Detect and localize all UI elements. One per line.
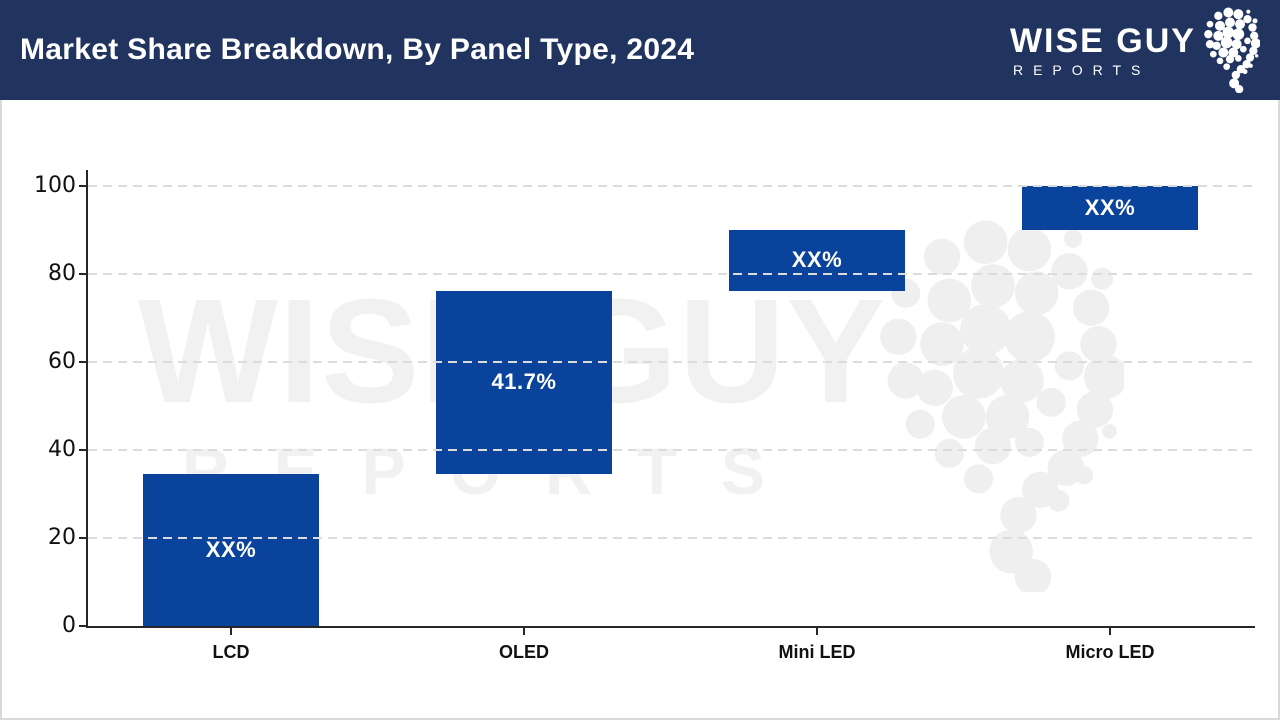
gridline-20 <box>88 537 1253 539</box>
y-tick-label-60: 60 <box>48 349 76 374</box>
x-tick-4 <box>1109 628 1111 635</box>
brand-wordmark: WISE GUY REPORTS <box>1010 24 1196 77</box>
x-tick-1 <box>230 628 232 635</box>
bar-value-label-2: 41.7% <box>491 369 557 395</box>
y-tick-100 <box>79 185 86 187</box>
x-label-micro-led: Micro LED <box>1065 642 1155 662</box>
bar-value-label-4: XX% <box>1084 195 1136 220</box>
brand-logo: WISE GUY REPORTS <box>1010 7 1260 93</box>
y-tick-label-40: 40 <box>48 437 76 462</box>
brand-name-text: WISE GUY <box>1009 21 1196 60</box>
gridline-100 <box>88 185 1253 187</box>
y-tick-label-0: 0 <box>62 613 76 638</box>
y-tick-80 <box>79 273 86 275</box>
y-tick-60 <box>79 361 86 363</box>
y-tick-20 <box>79 537 86 539</box>
y-tick-label-80: 80 <box>48 261 76 286</box>
y-axis-line <box>86 170 88 628</box>
header-bar: Market Share Breakdown, By Panel Type, 2… <box>0 0 1280 100</box>
brand-tagline-text: REPORTS <box>1012 61 1151 78</box>
gridline-80 <box>88 273 1253 275</box>
bar-value-label-3: XX% <box>791 247 843 273</box>
y-tick-0 <box>79 625 86 627</box>
wiseguy-head-icon <box>1204 7 1260 93</box>
x-label-mini-led: Mini LED <box>778 642 856 662</box>
x-label-lcd: LCD <box>212 642 250 662</box>
x-label-oled: OLED <box>498 642 549 662</box>
chart-area: WISE GUY REPORTS 020406080100LCDOLEDMini… <box>0 100 1280 720</box>
bar-oled <box>436 290 612 475</box>
page-title: Market Share Breakdown, By Panel Type, 2… <box>20 33 695 66</box>
y-tick-label-100: 100 <box>34 173 76 198</box>
bar-mini-led <box>729 230 905 291</box>
bar-lcd <box>143 474 319 626</box>
x-tick-2 <box>523 628 525 635</box>
bar-value-label-1: XX% <box>205 537 257 563</box>
gridline-40 <box>88 449 1253 451</box>
gridline-60 <box>88 361 1253 363</box>
y-tick-label-20: 20 <box>48 525 76 550</box>
y-tick-40 <box>79 449 86 451</box>
bar-micro-led <box>1022 186 1198 230</box>
x-tick-3 <box>816 628 818 635</box>
x-axis-line <box>86 626 1255 628</box>
